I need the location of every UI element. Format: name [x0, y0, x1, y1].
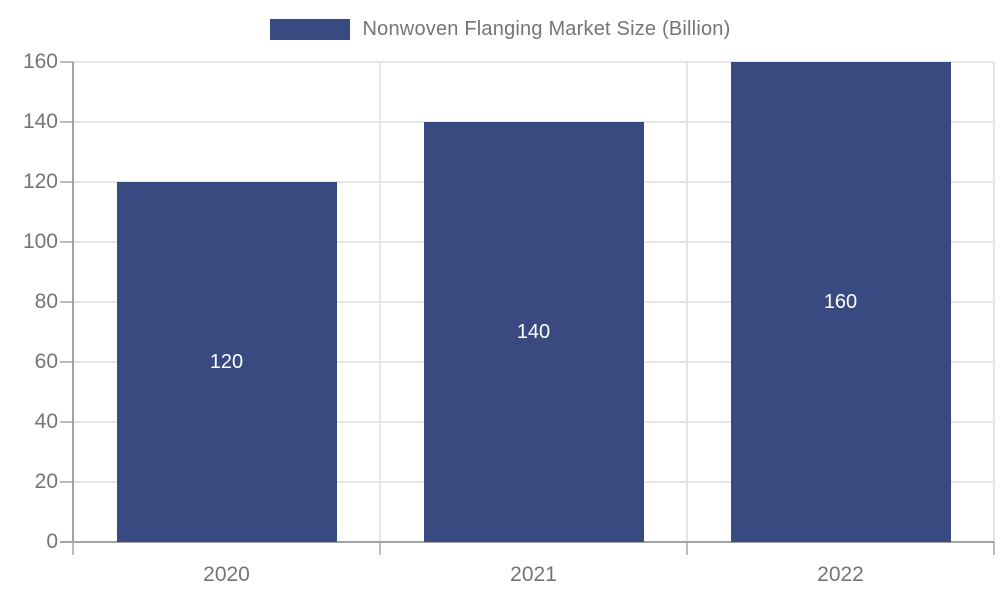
bar-2020[interactable]: [116, 182, 337, 542]
x-tick-label: 2022: [817, 563, 864, 586]
x-tick-mark: [379, 542, 381, 555]
y-tick-mark: [60, 241, 73, 243]
x-gridline: [379, 62, 381, 542]
x-tick-mark: [72, 542, 74, 555]
y-tick-label: 140: [22, 110, 58, 133]
x-tick-label: 2021: [510, 563, 557, 586]
x-tick-label: 2020: [203, 563, 250, 586]
y-tick-label: 80: [34, 290, 58, 313]
y-tick-mark: [60, 301, 73, 303]
legend-item[interactable]: Nonwoven Flanging Market Size (Billion): [0, 18, 1000, 41]
x-gridline: [686, 62, 688, 542]
y-tick-mark: [60, 421, 73, 423]
bar-2021[interactable]: [423, 122, 644, 542]
y-tick-mark: [60, 361, 73, 363]
y-tick-label: 100: [22, 230, 58, 253]
y-axis-line: [72, 62, 74, 542]
y-tick-label: 0: [46, 530, 58, 553]
y-tick-label: 160: [22, 50, 58, 73]
y-tick-label: 20: [34, 470, 58, 493]
y-tick-mark: [60, 61, 73, 63]
y-tick-label: 120: [22, 170, 58, 193]
y-tick-label: 60: [34, 350, 58, 373]
y-tick-label: 40: [34, 410, 58, 433]
legend-label: Nonwoven Flanging Market Size (Billion): [362, 18, 731, 40]
legend-swatch-icon: [269, 19, 350, 40]
y-tick-mark: [60, 181, 73, 183]
y-tick-mark: [60, 481, 73, 483]
y-gridline: [73, 61, 994, 63]
x-tick-mark: [686, 542, 688, 555]
y-tick-mark: [60, 121, 73, 123]
x-gridline: [993, 62, 995, 542]
x-axis-line: [60, 541, 994, 543]
bar-2022[interactable]: [730, 62, 951, 542]
x-tick-mark: [993, 542, 995, 555]
